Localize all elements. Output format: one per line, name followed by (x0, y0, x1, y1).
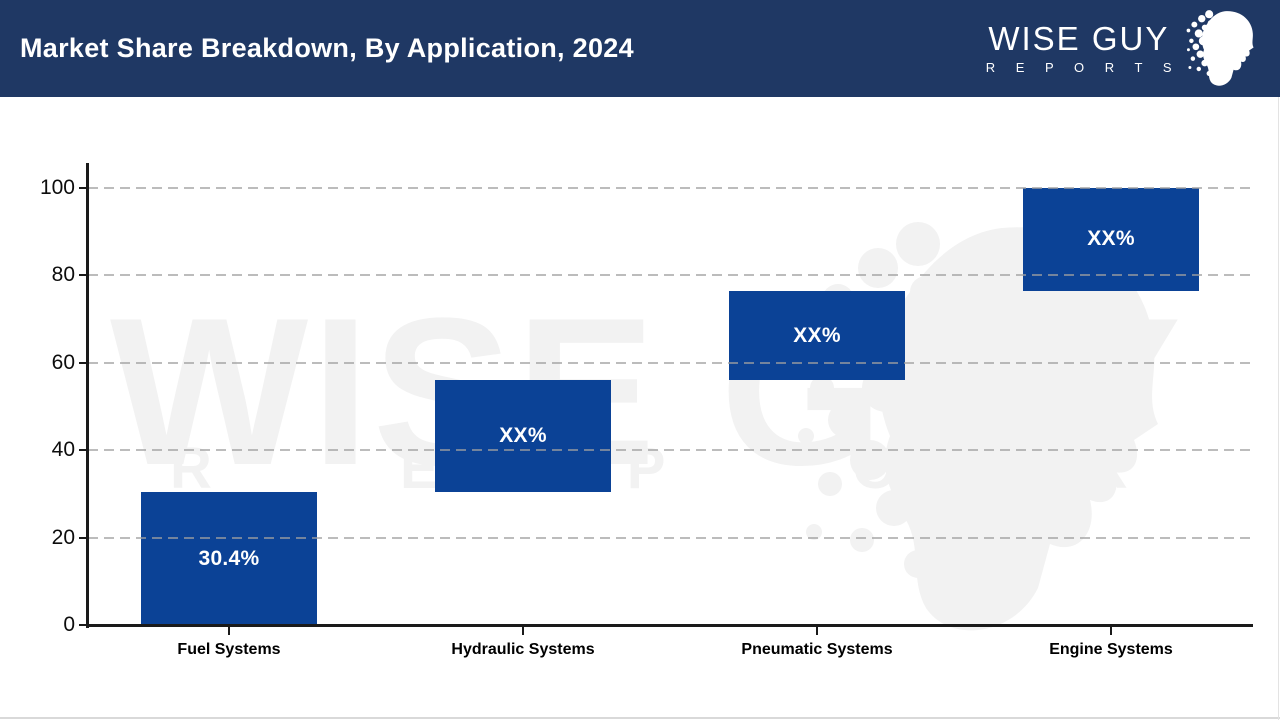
x-tick-mark (1110, 627, 1112, 635)
x-category-label: Fuel Systems (177, 641, 281, 658)
x-category-label: Pneumatic Systems (741, 641, 893, 658)
y-axis-line (86, 163, 89, 628)
bar-value-label: 30.4% (198, 546, 260, 570)
bar-hydraulic-systems: XX% (435, 380, 611, 492)
y-tick-mark-100 (79, 186, 86, 189)
gridline-60 (88, 361, 1253, 364)
bar-engine-systems: XX% (1023, 187, 1199, 292)
bar-value-label: XX% (793, 323, 841, 347)
gridline-20 (88, 536, 1253, 539)
x-tick-mark (228, 627, 230, 635)
x-category-label: Engine Systems (1049, 641, 1173, 658)
bottom-border (0, 717, 1280, 719)
chart-area: WISE GUY R E P O R T S 30.4%XX%XX%XX% 02… (0, 97, 1280, 717)
x-axis-line (86, 624, 1253, 627)
brand-name: WISE GUY (988, 20, 1170, 57)
brand-logo-text: WISE GUY R E P O R T S (978, 22, 1180, 75)
y-tick-label-20: 20 (51, 525, 75, 549)
x-category-label: Hydraulic Systems (451, 641, 595, 658)
x-tick-mark (816, 627, 818, 635)
bar-fuel-systems: 30.4% (141, 492, 317, 625)
y-tick-label-40: 40 (51, 438, 75, 461)
x-tick-mark (522, 627, 524, 635)
bar-pneumatic-systems: XX% (729, 291, 905, 380)
brand-logo: WISE GUY R E P O R T S (978, 8, 1258, 90)
page-title: Market Share Breakdown, By Application, … (20, 33, 634, 63)
y-tick-label-100: 100 (39, 175, 75, 199)
y-tick-mark-80 (79, 274, 86, 276)
y-tick-mark-60 (79, 361, 86, 364)
y-tick-label-0: 0 (63, 613, 75, 636)
gridline-40 (88, 449, 1253, 451)
header-bar: Market Share Breakdown, By Application, … (0, 0, 1280, 97)
brand-subname: R E P O R T S (985, 60, 1180, 75)
y-tick-mark-0 (79, 624, 86, 626)
gridline-80 (88, 274, 1253, 276)
bar-value-label: XX% (499, 424, 547, 447)
brand-head-icon (1186, 9, 1254, 86)
y-tick-label-80: 80 (51, 263, 75, 286)
y-tick-label-60: 60 (51, 350, 75, 374)
y-tick-mark-40 (79, 449, 86, 451)
bar-value-label: XX% (1087, 227, 1135, 251)
y-tick-mark-20 (79, 536, 86, 539)
gridline-100 (88, 186, 1253, 189)
right-border (1278, 97, 1279, 720)
